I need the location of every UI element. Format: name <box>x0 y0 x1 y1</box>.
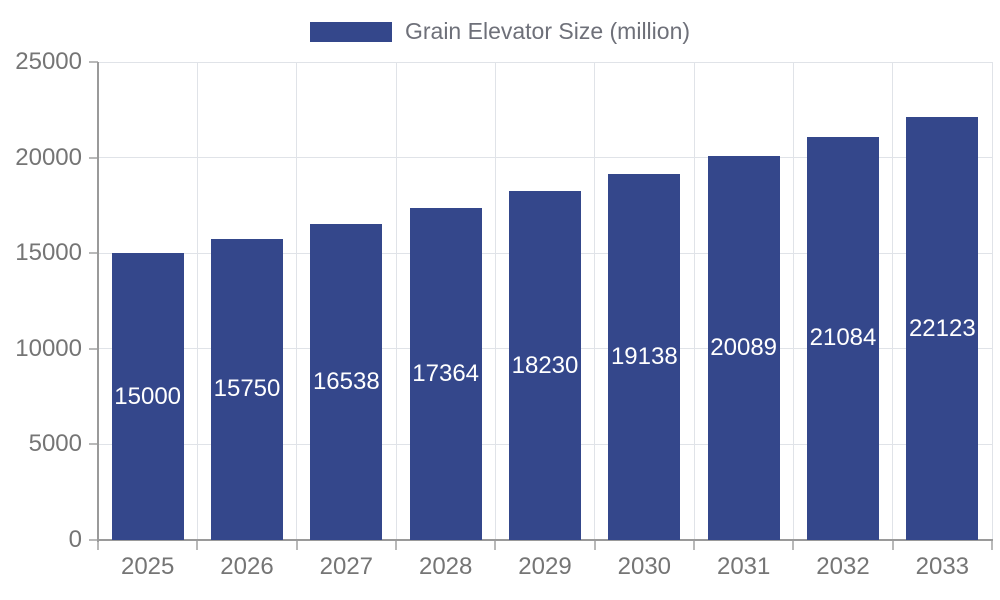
horizontal-gridline <box>98 61 992 63</box>
x-tick-label: 2026 <box>220 553 274 580</box>
y-axis-tick <box>89 443 98 446</box>
vertical-gridline <box>196 62 198 540</box>
bar-value-label: 15000 <box>114 382 182 410</box>
vertical-gridline <box>991 62 993 540</box>
legend: Grain Elevator Size (million) <box>0 18 1000 45</box>
bar-value-label: 20089 <box>710 333 778 361</box>
bar-value-label: 17364 <box>412 360 480 387</box>
x-axis-tick <box>891 540 894 550</box>
legend-item-grain-elevator-size[interactable]: Grain Elevator Size (million) <box>309 18 691 45</box>
x-axis-tick <box>693 540 695 550</box>
bar-value-label: 19138 <box>610 343 678 371</box>
y-tick-label: 20000 <box>15 143 82 171</box>
x-axis-tick <box>97 540 99 550</box>
legend-swatch <box>309 21 392 42</box>
bar[interactable] <box>707 155 780 540</box>
x-tick-label: 2027 <box>319 553 374 580</box>
bar[interactable] <box>310 223 383 540</box>
vertical-gridline <box>296 62 298 540</box>
vertical-gridline <box>395 62 397 540</box>
x-tick-label: 2033 <box>915 553 970 580</box>
bar[interactable] <box>409 208 482 540</box>
legend-label: Grain Elevator Size (million) <box>404 18 691 44</box>
x-axis-line <box>97 539 993 541</box>
bar-value-label: 22123 <box>908 314 976 342</box>
x-axis-tick <box>593 540 596 550</box>
x-axis-tick <box>395 540 397 550</box>
y-tick-label: 5000 <box>28 430 82 458</box>
x-tick-label: 2025 <box>120 553 175 580</box>
x-axis-tick <box>991 540 993 550</box>
vertical-gridline <box>693 62 695 540</box>
bar[interactable] <box>211 238 283 540</box>
y-tick-label: 25000 <box>15 48 82 75</box>
x-axis-tick <box>792 540 795 550</box>
x-axis-tick <box>196 540 199 550</box>
bar[interactable] <box>111 253 184 540</box>
vertical-gridline <box>494 62 496 540</box>
bar-value-label: 21084 <box>809 324 877 352</box>
x-tick-label: 2029 <box>518 553 572 580</box>
bar[interactable] <box>807 136 879 540</box>
y-axis-tick <box>89 252 98 255</box>
y-tick-label: 0 <box>68 526 82 553</box>
y-tick-label: 15000 <box>15 239 82 267</box>
y-axis-tick <box>89 347 98 350</box>
x-tick-label: 2028 <box>418 553 473 580</box>
y-axis-line <box>97 62 99 542</box>
bar-value-label: 18230 <box>511 351 579 379</box>
x-axis-tick <box>494 540 497 550</box>
x-tick-label: 2030 <box>617 553 672 580</box>
y-tick-label: 10000 <box>15 334 82 362</box>
x-tick-label: 2032 <box>816 553 870 580</box>
horizontal-gridline <box>98 157 992 159</box>
vertical-gridline <box>892 62 894 540</box>
x-axis-tick <box>295 540 298 550</box>
bar[interactable] <box>608 174 681 540</box>
bar[interactable] <box>509 191 581 540</box>
y-axis-tick <box>89 539 98 541</box>
y-axis-tick <box>89 156 98 159</box>
vertical-gridline <box>792 62 794 540</box>
bar-value-label: 15750 <box>213 375 281 403</box>
vertical-gridline <box>594 62 596 540</box>
y-axis-tick <box>89 61 98 63</box>
bar[interactable] <box>906 117 979 540</box>
x-tick-label: 2031 <box>716 553 771 580</box>
bar-value-label: 16538 <box>312 367 380 395</box>
